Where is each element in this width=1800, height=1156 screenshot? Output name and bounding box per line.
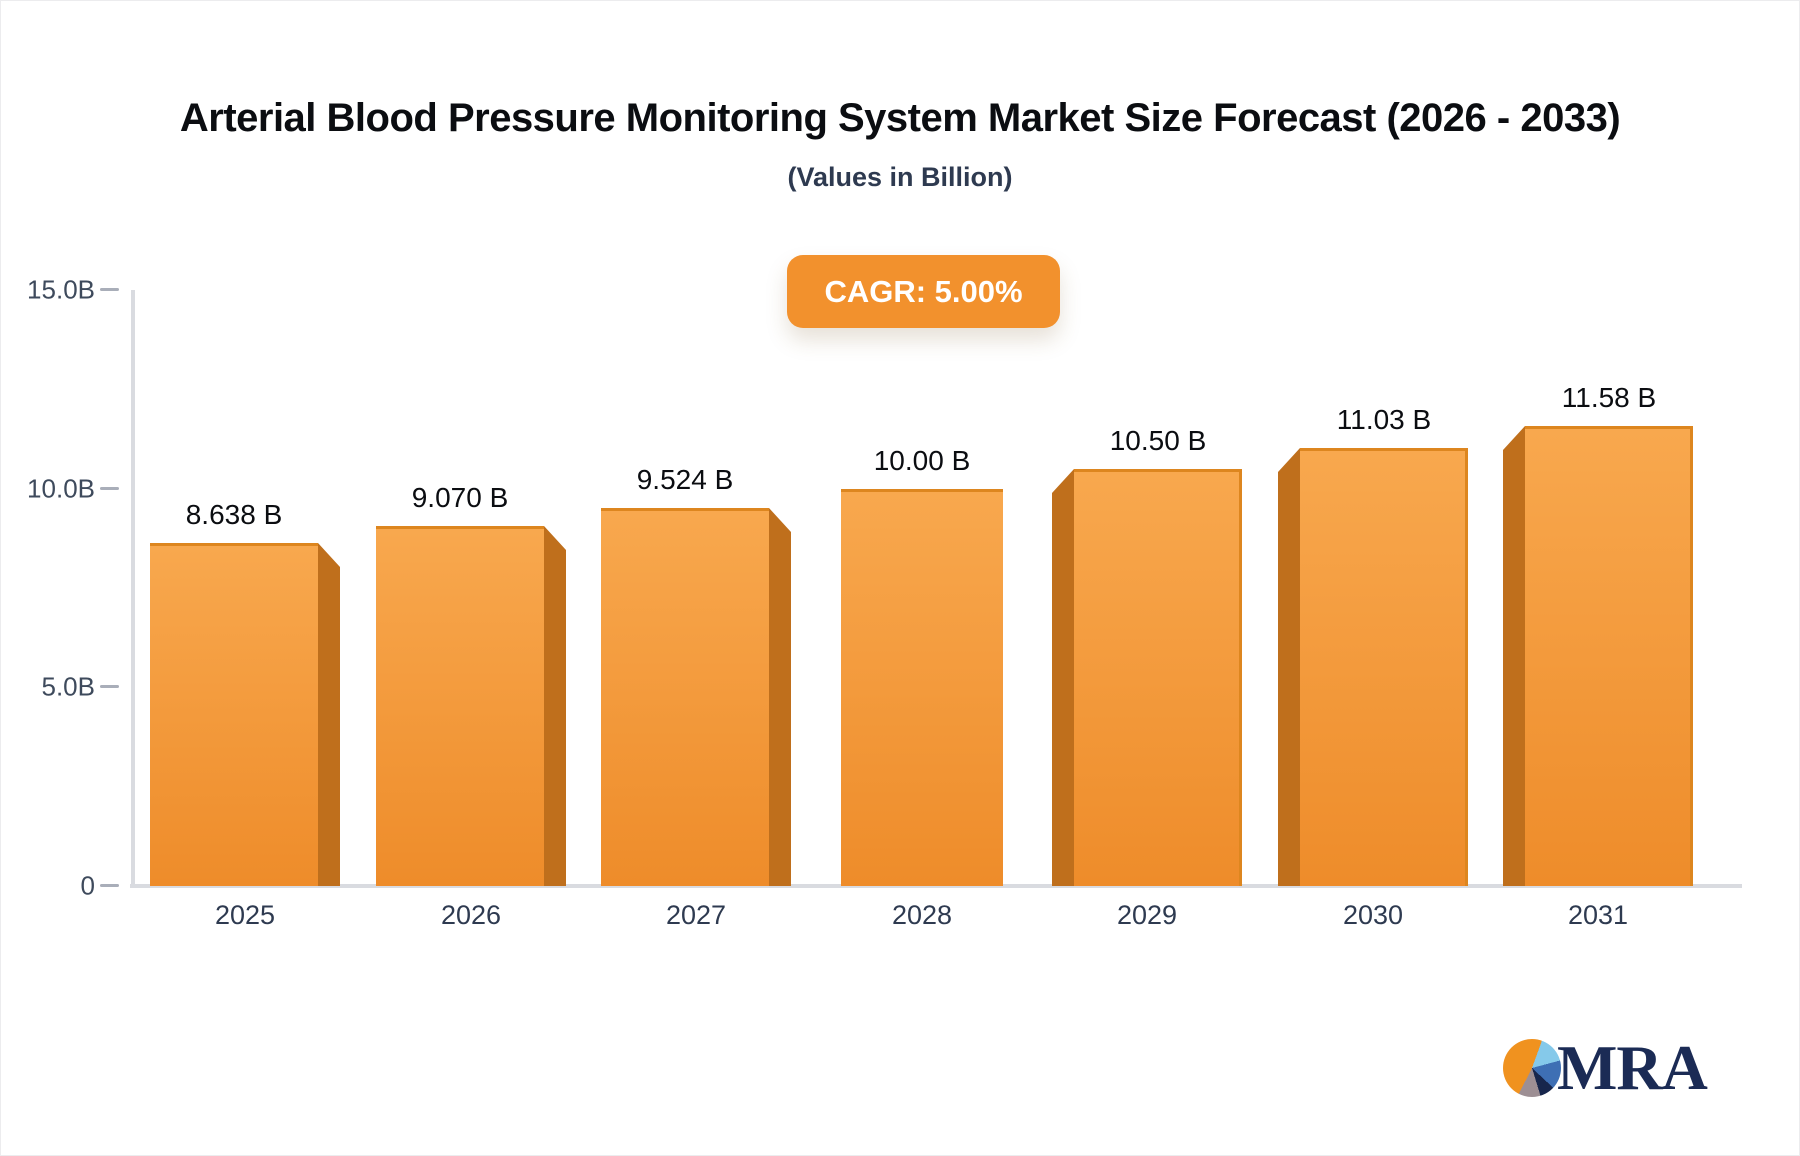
y-tick-label: 10.0B [27, 473, 95, 504]
cagr-badge: CAGR: 5.00% [787, 255, 1060, 328]
bar-3d-column [1503, 426, 1693, 886]
bar-value-label: 10.00 B [873, 445, 971, 476]
y-tick-label: 15.0B [27, 274, 95, 305]
bar-face [1525, 426, 1693, 886]
bar-side-left [1503, 426, 1525, 886]
bar-value-label: 10.50 B [1109, 425, 1207, 456]
chart-subtitle: (Values in Billion) [787, 162, 1013, 192]
bar-face [841, 489, 1003, 886]
bar-3d-column [601, 508, 791, 886]
bar-3d-column [827, 489, 1017, 886]
pie-chart-logo-icon [1503, 1039, 1561, 1097]
y-axis: 15.0B 10.0B 5.0B 0 [0, 275, 150, 901]
bar-2028[interactable]: 10.00 B 2028 [827, 290, 1017, 930]
bar-2029[interactable]: 10.50 B 2029 [1052, 290, 1242, 930]
x-axis-label: 2029 [1116, 900, 1178, 930]
y-tick-label: 0 [80, 870, 95, 901]
y-axis-line [131, 290, 135, 888]
x-axis-label: 2025 [214, 900, 276, 930]
plot-area: 8.638 B 2025 9.070 B 2026 9.524 B 2027 10.00 B… [150, 290, 1710, 930]
bar-face [1074, 469, 1242, 886]
y-tick-mark [100, 884, 119, 887]
y-tick-label: 5.0B [41, 671, 96, 702]
bar-side-left [1278, 448, 1300, 886]
chart-title: Arterial Blood Pressure Monitoring Syste… [179, 96, 1621, 140]
cagr-badge-label: CAGR: 5.00% [824, 273, 1023, 309]
x-axis-label: 2027 [665, 900, 727, 930]
bar-value-label: 11.03 B [1336, 404, 1432, 435]
x-axis-label: 2031 [1567, 900, 1629, 930]
y-tick-mark [100, 685, 119, 688]
bar-side-right [318, 543, 340, 886]
bar-2025[interactable]: 8.638 B 2025 [150, 290, 340, 930]
bar-value-label: 8.638 B [185, 499, 283, 530]
bar-value-label: 9.524 B [636, 464, 734, 495]
bar-2030[interactable]: 11.03 B 2030 [1278, 290, 1468, 930]
bar-2031[interactable]: 11.58 B 2031 [1503, 290, 1693, 930]
bar-face [1300, 448, 1468, 886]
bar-3d-column [376, 526, 566, 886]
bar-side-right [544, 526, 566, 886]
x-axis-label: 2028 [891, 900, 953, 930]
bar-face [376, 526, 544, 886]
bar-3d-column [1052, 469, 1242, 886]
x-axis-line [130, 884, 1742, 888]
bar-face [150, 543, 318, 886]
mra-logo: MRA [1503, 1032, 1708, 1103]
bar-value-label: 9.070 B [411, 482, 509, 513]
y-tick-mark [100, 487, 119, 490]
y-tick-mark [100, 288, 119, 291]
bar-side-left [1052, 469, 1074, 886]
bar-face [601, 508, 769, 886]
bar-side-right [769, 508, 791, 886]
bar-3d-column [150, 543, 340, 886]
logo-text: MRA [1557, 1032, 1708, 1103]
x-axis-label: 2026 [440, 900, 502, 930]
bar-2027[interactable]: 9.524 B 2027 [601, 290, 791, 930]
bar-value-label: 11.58 B [1561, 382, 1657, 413]
bar-2026[interactable]: 9.070 B 2026 [376, 290, 566, 930]
bar-3d-column [1278, 448, 1468, 886]
x-axis-label: 2030 [1342, 900, 1404, 930]
